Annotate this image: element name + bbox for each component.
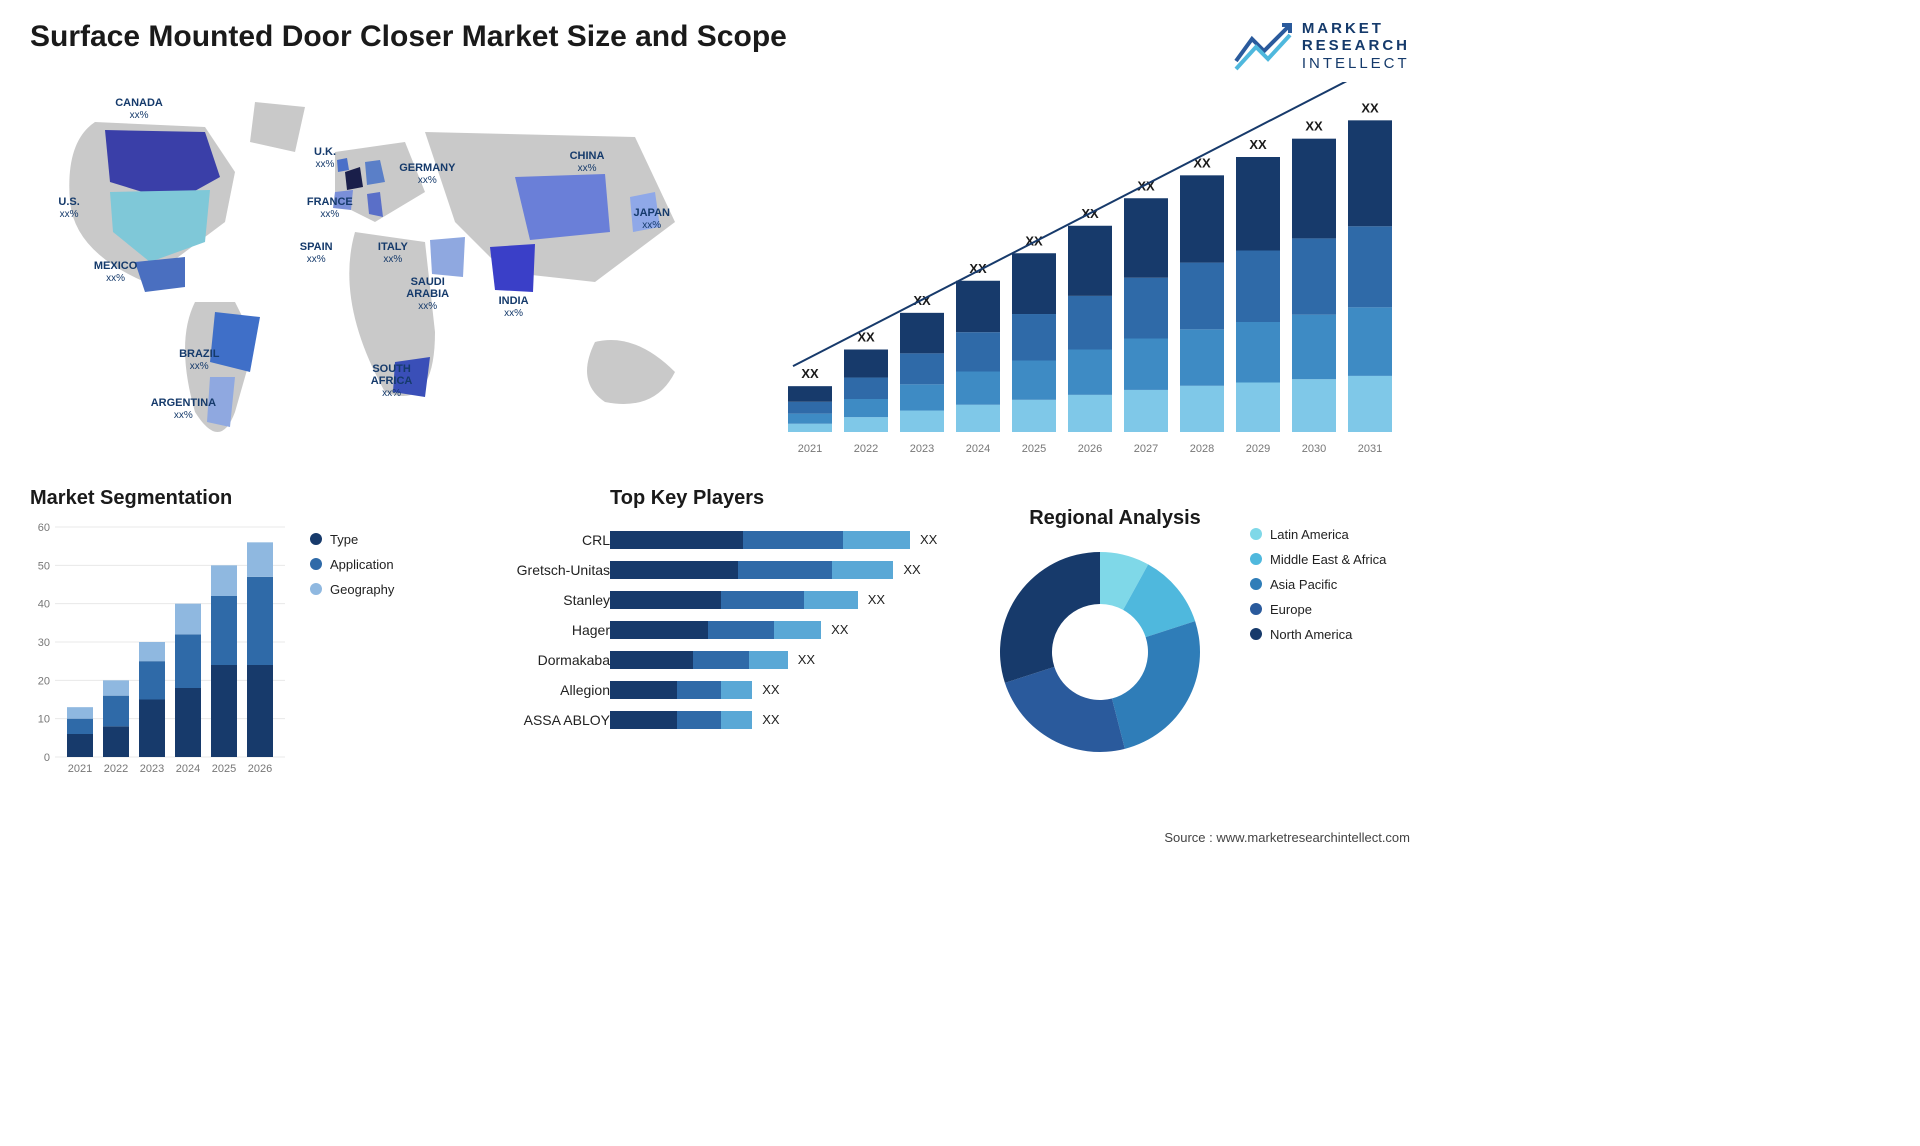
player-label: Allegion	[480, 675, 610, 705]
svg-text:2021: 2021	[798, 443, 822, 455]
player-label: Stanley	[480, 585, 610, 615]
legend-item: Latin America	[1250, 527, 1410, 542]
source-text: Source : www.marketresearchintellect.com	[1164, 830, 1410, 845]
key-players-labels: CRLGretsch-UnitasStanleyHagerDormakabaAl…	[480, 487, 610, 787]
svg-text:2022: 2022	[104, 763, 128, 775]
segmentation-title: Market Segmentation	[30, 487, 310, 510]
legend-item: Asia Pacific	[1250, 577, 1410, 592]
world-map: CANADAxx%U.S.xx%MEXICOxx%BRAZILxx%ARGENT…	[30, 82, 740, 462]
key-players-section: CRLGretsch-UnitasStanleyHagerDormakabaAl…	[480, 487, 960, 787]
regional-donut-svg	[990, 542, 1210, 762]
logo-line3: INTELLECT	[1302, 55, 1410, 72]
svg-text:40: 40	[38, 598, 50, 610]
svg-text:2027: 2027	[1134, 443, 1158, 455]
svg-text:10: 10	[38, 713, 50, 725]
legend-item: Middle East & Africa	[1250, 552, 1410, 567]
svg-text:2031: 2031	[1358, 443, 1382, 455]
brand-logo: MARKET RESEARCH INTELLECT	[1234, 20, 1410, 72]
regional-legend: Latin America Middle East & Africa Asia Pa…	[1240, 487, 1410, 787]
player-bar-row: XX	[610, 555, 960, 585]
svg-text:30: 30	[38, 637, 50, 649]
svg-text:2025: 2025	[1022, 443, 1046, 455]
svg-text:2025: 2025	[212, 763, 236, 775]
svg-text:XX: XX	[801, 366, 819, 381]
svg-text:20: 20	[38, 675, 50, 687]
legend-item: Application	[310, 557, 450, 572]
legend-item: Geography	[310, 582, 450, 597]
logo-icon	[1234, 21, 1294, 71]
player-label: Hager	[480, 615, 610, 645]
player-label: Gretsch-Unitas	[480, 555, 610, 585]
legend-item: North America	[1250, 627, 1410, 642]
segmentation-legend: Type Application Geography	[310, 487, 450, 787]
player-label: ASSA ABLOY	[480, 705, 610, 735]
logo-line2: RESEARCH	[1302, 37, 1410, 54]
segmentation-chart-svg: 0 10 20 30 40 50 60 2021 2022 2023 2024 2025 2026	[30, 522, 290, 777]
svg-text:2021: 2021	[68, 763, 92, 775]
svg-text:2023: 2023	[140, 763, 164, 775]
svg-text:2022: 2022	[854, 443, 878, 455]
player-label: CRL	[480, 525, 610, 555]
player-label: Dormakaba	[480, 645, 610, 675]
key-players-title: Top Key Players	[610, 487, 764, 510]
legend-item: Type	[310, 532, 450, 547]
regional-title: Regional Analysis	[990, 507, 1240, 530]
player-bar-row: XX	[610, 645, 960, 675]
player-bar-row: XX	[610, 675, 960, 705]
player-bar-row: XX	[610, 615, 960, 645]
svg-text:0: 0	[44, 752, 50, 764]
svg-text:XX: XX	[1361, 100, 1379, 115]
logo-line1: MARKET	[1302, 20, 1410, 37]
svg-text:2030: 2030	[1302, 443, 1326, 455]
page-title: Surface Mounted Door Closer Market Size …	[30, 20, 1234, 54]
svg-text:XX: XX	[1305, 118, 1323, 133]
player-bar-row: XX	[610, 525, 960, 555]
segmentation-section: Market Segmentation 0 10 20 30 40 50 60 2021 202…	[30, 487, 450, 787]
player-bar-row: XX	[610, 705, 960, 735]
world-map-svg	[30, 82, 740, 462]
growth-bar-chart: 2021XX2022XX2023XX2024XX2025XX2026XX2027…	[770, 82, 1410, 462]
svg-text:60: 60	[38, 522, 50, 534]
svg-text:2028: 2028	[1190, 443, 1214, 455]
legend-item: Europe	[1250, 602, 1410, 617]
svg-text:2026: 2026	[248, 763, 272, 775]
key-players-bars: Top Key Players XXXXXXXXXXXXXX	[610, 487, 960, 787]
svg-text:XX: XX	[1249, 137, 1267, 152]
regional-section: Regional Analysis Latin America Middle Ea…	[990, 487, 1410, 787]
svg-text:2026: 2026	[1078, 443, 1102, 455]
player-bar-row: XX	[610, 585, 960, 615]
svg-text:2024: 2024	[966, 443, 990, 455]
svg-text:50: 50	[38, 560, 50, 572]
growth-chart-svg: 2021XX2022XX2023XX2024XX2025XX2026XX2027…	[770, 82, 1410, 462]
svg-text:2029: 2029	[1246, 443, 1270, 455]
svg-text:2024: 2024	[176, 763, 200, 775]
svg-text:2023: 2023	[910, 443, 934, 455]
